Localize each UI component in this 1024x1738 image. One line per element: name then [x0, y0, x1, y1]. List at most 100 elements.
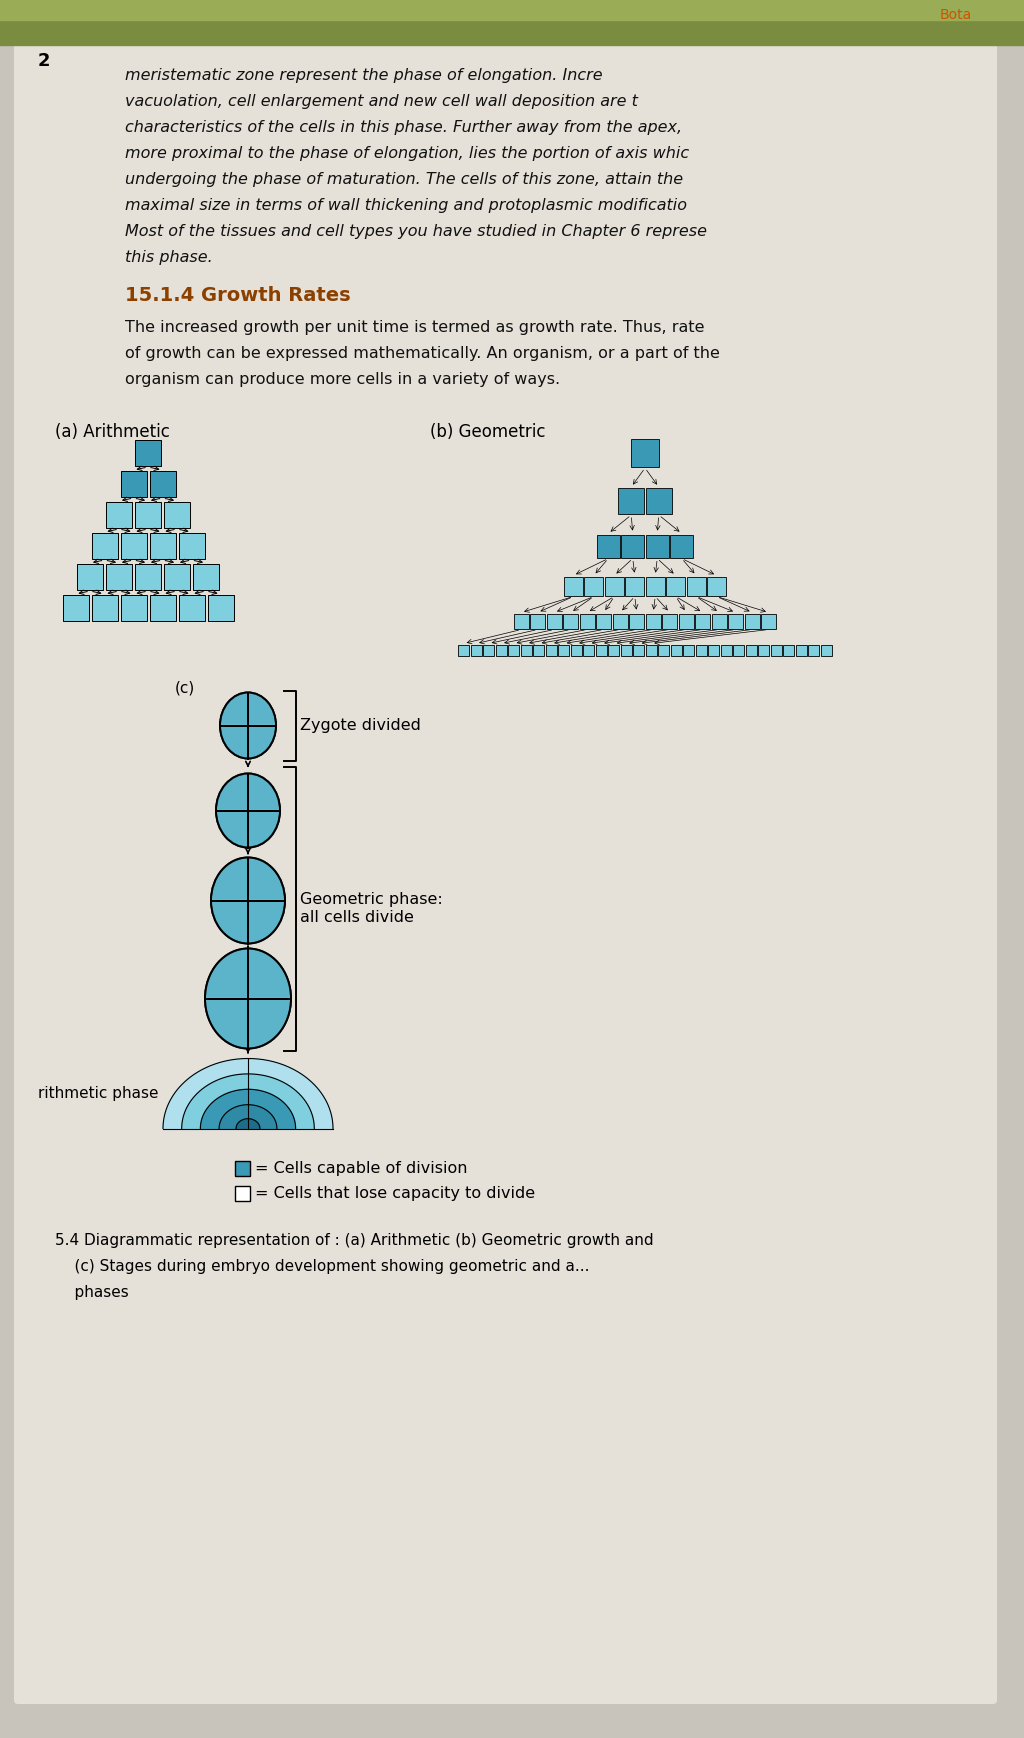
- Bar: [508, 645, 519, 655]
- Ellipse shape: [220, 692, 276, 758]
- Bar: [596, 614, 611, 629]
- Polygon shape: [216, 810, 248, 848]
- Bar: [558, 645, 569, 655]
- Bar: [708, 577, 726, 596]
- Polygon shape: [248, 900, 285, 944]
- Text: phases: phases: [55, 1286, 129, 1300]
- Polygon shape: [237, 1119, 260, 1128]
- Bar: [596, 645, 607, 655]
- Bar: [630, 614, 644, 629]
- Bar: [646, 645, 656, 655]
- Bar: [712, 614, 727, 629]
- Polygon shape: [248, 949, 291, 999]
- Polygon shape: [219, 1105, 276, 1128]
- Bar: [563, 614, 579, 629]
- Bar: [821, 645, 831, 655]
- Text: = Cells capable of division: = Cells capable of division: [255, 1161, 468, 1177]
- Text: more proximal to the phase of elongation, lies the portion of axis whic: more proximal to the phase of elongation…: [125, 146, 689, 162]
- FancyBboxPatch shape: [14, 26, 997, 1703]
- Text: undergoing the phase of maturation. The cells of this zone, attain the: undergoing the phase of maturation. The …: [125, 172, 683, 188]
- Bar: [667, 577, 685, 596]
- Bar: [0, 0, 1024, 45]
- Bar: [564, 577, 583, 596]
- Text: this phase.: this phase.: [125, 250, 213, 264]
- Bar: [709, 645, 719, 655]
- Bar: [695, 614, 711, 629]
- Ellipse shape: [211, 857, 285, 944]
- Bar: [744, 614, 760, 629]
- Bar: [0, 0, 1024, 21]
- Text: (c): (c): [175, 681, 196, 695]
- Polygon shape: [248, 999, 291, 1048]
- Text: Most of the tissues and cell types you have studied in Chapter 6 represe: Most of the tissues and cell types you h…: [125, 224, 707, 240]
- Bar: [796, 645, 807, 655]
- Text: The increased growth per unit time is termed as growth rate. Thus, rate: The increased growth per unit time is te…: [125, 320, 705, 335]
- Bar: [580, 614, 595, 629]
- Text: 2: 2: [38, 52, 50, 70]
- Polygon shape: [211, 900, 248, 944]
- Bar: [483, 645, 495, 655]
- Bar: [679, 614, 693, 629]
- Bar: [164, 565, 190, 589]
- Bar: [646, 577, 665, 596]
- Bar: [622, 535, 644, 558]
- Bar: [106, 502, 132, 528]
- Bar: [646, 488, 672, 514]
- Bar: [761, 614, 776, 629]
- Bar: [530, 614, 545, 629]
- Bar: [234, 1185, 250, 1201]
- Bar: [77, 565, 103, 589]
- Bar: [150, 534, 175, 560]
- Polygon shape: [216, 773, 248, 810]
- Bar: [178, 534, 205, 560]
- Bar: [612, 614, 628, 629]
- Bar: [570, 645, 582, 655]
- Bar: [135, 565, 161, 589]
- Polygon shape: [220, 692, 248, 725]
- Bar: [663, 614, 677, 629]
- Bar: [621, 645, 632, 655]
- Ellipse shape: [205, 949, 291, 1048]
- Polygon shape: [163, 1058, 333, 1128]
- Text: of growth can be expressed mathematically. An organism, or a part of the: of growth can be expressed mathematicall…: [125, 346, 720, 362]
- Bar: [62, 594, 88, 620]
- Bar: [91, 534, 118, 560]
- Bar: [534, 645, 544, 655]
- Polygon shape: [248, 692, 276, 725]
- Bar: [91, 594, 118, 620]
- Text: Zygote divided: Zygote divided: [300, 718, 421, 733]
- Bar: [721, 645, 732, 655]
- Bar: [808, 645, 819, 655]
- Bar: [164, 502, 190, 528]
- Text: characteristics of the cells in this phase. Further away from the apex,: characteristics of the cells in this pha…: [125, 120, 682, 136]
- Bar: [608, 645, 620, 655]
- Bar: [683, 645, 694, 655]
- Bar: [547, 614, 562, 629]
- Bar: [646, 535, 669, 558]
- Polygon shape: [248, 857, 285, 900]
- Bar: [605, 577, 624, 596]
- Bar: [178, 594, 205, 620]
- Text: Geometric phase:
all cells divide: Geometric phase: all cells divide: [300, 892, 442, 925]
- Bar: [783, 645, 795, 655]
- Bar: [633, 645, 644, 655]
- Polygon shape: [205, 999, 248, 1048]
- Text: (c) Stages during embryo development showing geometric and a...: (c) Stages during embryo development sho…: [55, 1260, 590, 1274]
- Bar: [121, 534, 146, 560]
- Bar: [771, 645, 781, 655]
- Bar: [208, 594, 233, 620]
- Polygon shape: [205, 949, 248, 999]
- Polygon shape: [181, 1074, 314, 1128]
- Bar: [514, 614, 528, 629]
- Bar: [618, 488, 644, 514]
- Polygon shape: [220, 725, 248, 758]
- Bar: [150, 594, 175, 620]
- Bar: [695, 645, 707, 655]
- Bar: [193, 565, 219, 589]
- Text: maximal size in terms of wall thickening and protoplasmic modificatio: maximal size in terms of wall thickening…: [125, 198, 687, 214]
- Bar: [121, 471, 146, 497]
- Bar: [106, 565, 132, 589]
- Text: 15.1.4 Growth Rates: 15.1.4 Growth Rates: [125, 287, 350, 304]
- Bar: [584, 645, 594, 655]
- Ellipse shape: [216, 773, 280, 848]
